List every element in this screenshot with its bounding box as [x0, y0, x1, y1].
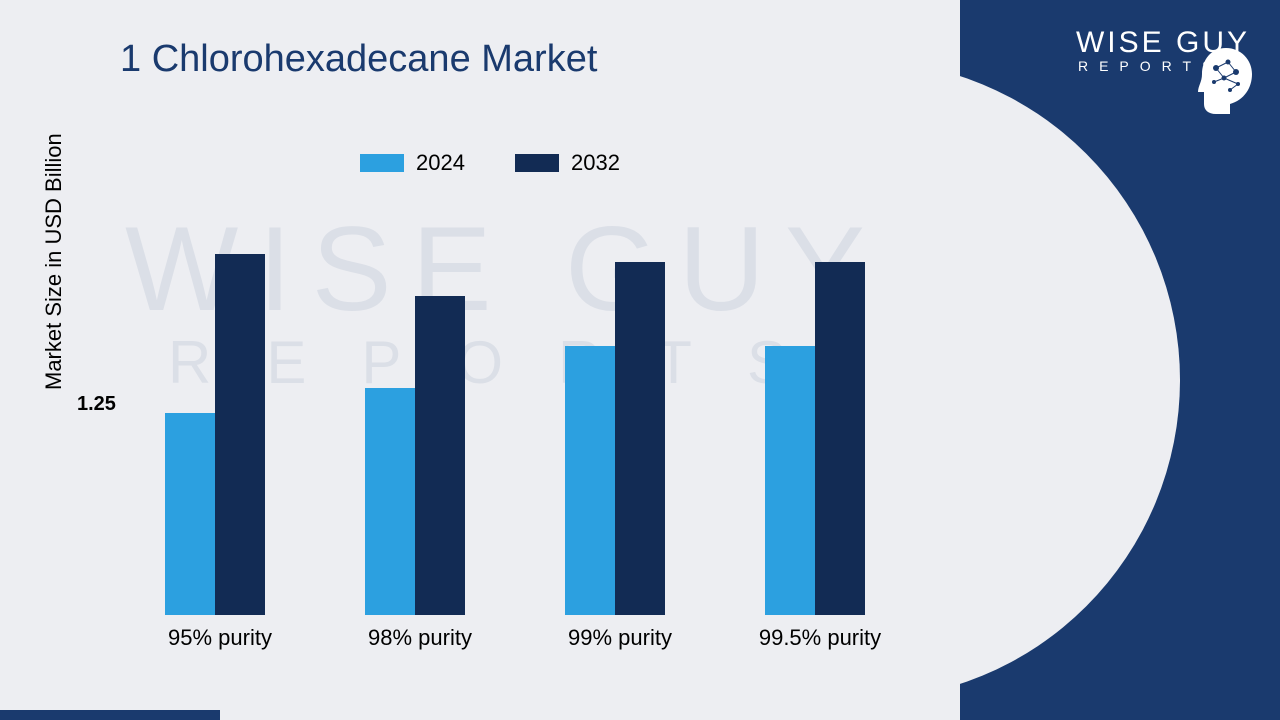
legend: 2024 2032: [55, 150, 925, 176]
bar-chart: 20242032 Market Size in USD Billion 95% …: [55, 150, 925, 680]
bar-group: 98% purity: [365, 195, 475, 615]
head-icon: [1196, 46, 1256, 116]
y-tick-label: 1.25: [77, 393, 116, 416]
bar: [365, 388, 415, 615]
chart-title: 1 Chlorohexadecane Market: [120, 38, 597, 81]
bottom-accent-bar: [0, 710, 220, 720]
legend-label: 2032: [571, 150, 620, 176]
x-axis-label: 99% purity: [540, 625, 700, 651]
bar: [415, 296, 465, 615]
bar: [165, 413, 215, 615]
legend-label: 2024: [416, 150, 465, 176]
bar: [615, 262, 665, 615]
right-panel: WISE GUY REPORTS: [960, 0, 1280, 720]
bar-group: 95% purity: [165, 195, 275, 615]
bar: [765, 346, 815, 615]
bar-group: 99.5% purity: [765, 195, 875, 615]
legend-swatch: [515, 154, 559, 172]
plot-area: 95% purity 98% purity 99% purity 99.5% puri…: [135, 195, 925, 615]
bar: [815, 262, 865, 615]
bar-group: 99% purity: [565, 195, 675, 615]
y-axis-label: Market Size in USD Billion: [41, 133, 67, 390]
brand-logo: WISE GUY REPORTS: [1076, 26, 1250, 74]
bar: [565, 346, 615, 615]
x-axis-label: 99.5% purity: [740, 625, 900, 651]
x-axis-label: 95% purity: [140, 625, 300, 651]
legend-item: 2032: [515, 150, 620, 176]
x-axis-label: 98% purity: [340, 625, 500, 651]
legend-swatch: [360, 154, 404, 172]
bar: [215, 254, 265, 615]
legend-item: 2024: [360, 150, 465, 176]
